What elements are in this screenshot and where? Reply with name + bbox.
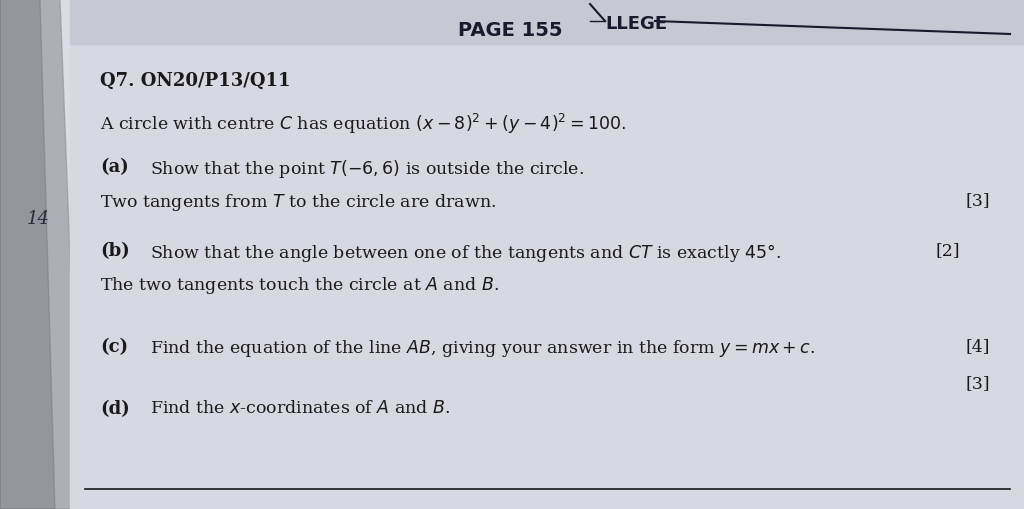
Text: Two tangents from $T$ to the circle are drawn.: Two tangents from $T$ to the circle are … [100,191,497,213]
Text: Show that the point $T(-6, 6)$ is outside the circle.: Show that the point $T(-6, 6)$ is outsid… [150,158,584,180]
Text: (b): (b) [100,242,130,260]
Text: Show that the angle between one of the tangents and $CT$ is exactly $45\degree$.: Show that the angle between one of the t… [150,242,781,264]
Text: LLEGE: LLEGE [605,15,667,33]
Text: [2]: [2] [935,242,961,259]
Text: [3]: [3] [966,191,990,209]
Text: Find the $x$-coordinates of $A$ and $B$.: Find the $x$-coordinates of $A$ and $B$. [150,399,451,416]
Text: (a): (a) [100,158,129,176]
Text: (c): (c) [100,337,128,355]
Text: A circle with centre $C$ has equation $(x-8)^2+(y-4)^2=100.$: A circle with centre $C$ has equation $(… [100,112,627,136]
Text: PAGE 155: PAGE 155 [458,20,562,39]
Text: The two tangents touch the circle at $A$ and $B$.: The two tangents touch the circle at $A$… [100,274,499,295]
Polygon shape [0,0,55,509]
Polygon shape [0,0,80,509]
Text: 14: 14 [27,210,49,228]
Text: [3]: [3] [966,374,990,391]
Polygon shape [70,0,1024,509]
Polygon shape [70,0,1024,45]
Text: Find the equation of the line $AB$, giving your answer in the form $y = mx+c$.: Find the equation of the line $AB$, givi… [150,337,815,358]
Text: Q7. ON20/P13/Q11: Q7. ON20/P13/Q11 [100,72,291,90]
Text: [4]: [4] [966,337,990,354]
Text: (d): (d) [100,399,130,417]
